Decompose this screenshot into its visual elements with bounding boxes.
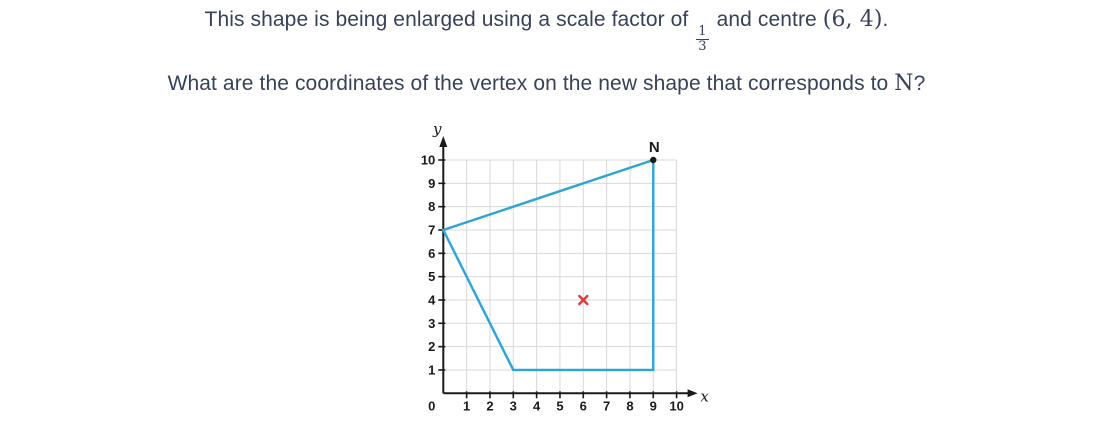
fraction-denominator: 3 [696,38,709,54]
vertex-point [650,156,657,164]
x-tick-label: 7 [603,398,610,413]
x-axis-arrowhead [687,389,698,398]
vertex-name-N: N [894,71,914,96]
fraction-numerator: 1 [698,24,707,39]
x-tick-label: 3 [510,398,517,413]
centre-marker-x [578,294,589,306]
question-mark: ? [913,72,926,95]
shape-outline [441,158,655,372]
line1-period: . [882,8,889,31]
x-tick-label: 6 [580,398,587,413]
question-text-line2: What are the coordinates of the vertex o… [167,72,889,95]
x-tick-label: 2 [486,398,493,413]
x-tick-label: 8 [626,398,633,413]
y-tick-label: 5 [428,269,435,284]
y-axis-arrowhead [439,136,448,147]
question-line-1: This shape is being enlarged using a sca… [0,7,1093,53]
y-tick-label: 2 [428,339,435,354]
x-tick-label: 4 [533,398,541,413]
x-tick-label: 10 [669,398,683,413]
y-tick-label: 4 [428,292,436,307]
y-tick-label: 1 [428,362,435,377]
y-tick-label: 10 [421,153,435,168]
question-text-middle: and centre [716,8,817,31]
y-tick-label: 8 [428,199,435,214]
origin-label: 0 [428,398,435,413]
vertex-label: N [649,139,660,156]
x-tick-label: 5 [556,398,563,413]
centre-coordinates: (6, 4) [822,7,883,32]
question-line-2: What are the coordinates of the vertex o… [0,71,1093,96]
y-tick-label: 9 [428,176,435,191]
x-tick-label: 1 [463,398,470,413]
y-axis-label: y [432,120,442,138]
y-tick-label: 3 [428,316,435,331]
y-tick-label: 7 [428,222,435,237]
x-axis-label: x [700,387,709,405]
y-tick-label: 6 [428,246,435,261]
x-tick-label: 9 [650,398,657,413]
question-text-prefix: This shape is being enlarged using a sca… [204,8,689,31]
